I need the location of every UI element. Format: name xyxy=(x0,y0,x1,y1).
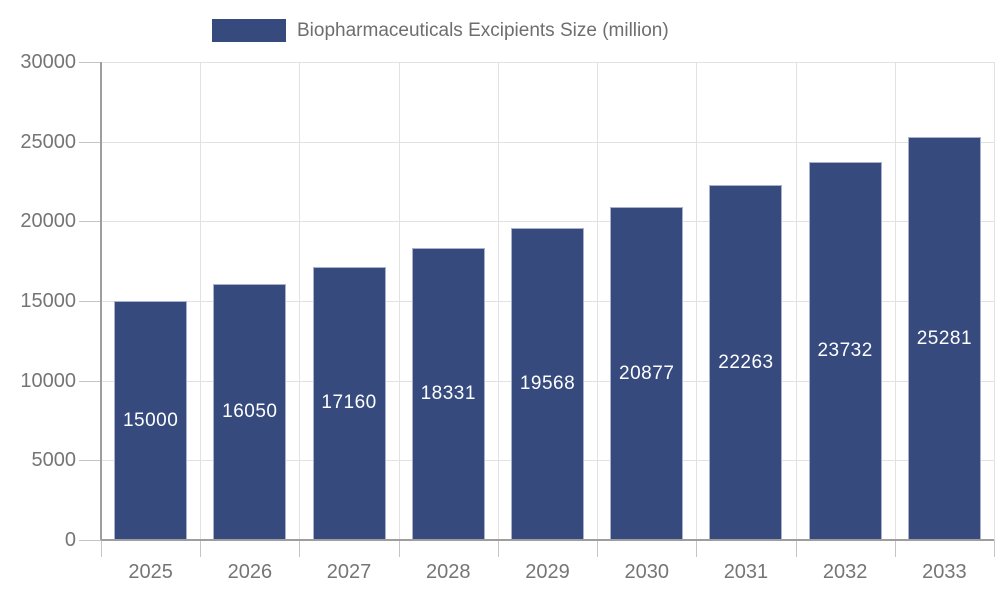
x-axis-label: 2030 xyxy=(624,561,669,583)
bar-value-label: 15000 xyxy=(122,409,179,431)
bar-2029[interactable]: 19568 xyxy=(511,228,584,540)
y-axis-label: 10000 xyxy=(20,369,76,392)
y-axis-label: 15000 xyxy=(20,290,76,312)
legend-swatch xyxy=(212,19,286,42)
y-axis-label: 30000 xyxy=(20,51,76,73)
y-tick xyxy=(79,540,101,541)
x-axis-label: 2033 xyxy=(922,561,967,583)
v-gridline xyxy=(696,62,698,540)
legend-label: Biopharmaceuticals Excipients Size (mill… xyxy=(297,19,669,41)
bar-2028[interactable]: 18331 xyxy=(411,247,485,540)
y-tick xyxy=(79,380,101,382)
v-gridline xyxy=(398,62,400,540)
bar-2025[interactable]: 15000 xyxy=(114,301,188,540)
x-tick xyxy=(299,540,301,557)
x-axis-label: 2028 xyxy=(426,561,471,583)
y-axis-label: 0 xyxy=(64,529,76,551)
x-tick xyxy=(398,540,400,557)
x-axis-label: 2025 xyxy=(128,561,173,583)
bar-value-label: 17160 xyxy=(321,392,377,414)
x-tick xyxy=(696,540,698,557)
h-gridline xyxy=(101,141,994,143)
v-gridline xyxy=(597,62,599,540)
bar-2033[interactable]: 25281 xyxy=(907,137,981,540)
v-gridline xyxy=(200,62,202,540)
y-axis-line xyxy=(100,62,102,540)
bar-value-label: 20877 xyxy=(619,362,675,384)
x-axis-label: 2027 xyxy=(326,561,372,583)
v-gridline xyxy=(497,62,499,540)
x-tick xyxy=(200,540,202,557)
x-tick xyxy=(597,540,599,557)
x-axis-label: 2026 xyxy=(227,561,273,583)
h-gridline xyxy=(101,221,994,223)
bar-2026[interactable]: 16050 xyxy=(213,284,287,540)
h-gridline xyxy=(101,62,994,63)
bar-value-label: 25281 xyxy=(916,327,973,349)
bar-2032[interactable]: 23732 xyxy=(808,161,882,540)
x-tick xyxy=(994,540,995,557)
x-axis-label: 2031 xyxy=(723,561,769,583)
y-axis-label: 25000 xyxy=(20,130,76,153)
x-axis-line xyxy=(101,539,994,541)
v-gridline xyxy=(994,62,995,540)
y-tick xyxy=(79,62,101,63)
y-tick xyxy=(79,221,101,223)
bar-value-label: 22263 xyxy=(718,351,774,373)
bar-value-label: 19568 xyxy=(519,373,576,395)
x-axis-label: 2029 xyxy=(525,561,570,583)
y-axis-label: 5000 xyxy=(31,449,77,472)
bar-2030[interactable]: 20877 xyxy=(610,207,684,540)
bar-value-label: 18331 xyxy=(420,382,476,404)
y-tick xyxy=(79,460,101,462)
x-tick xyxy=(101,540,102,557)
bar-2027[interactable]: 17160 xyxy=(312,266,386,540)
x-tick xyxy=(497,540,499,557)
y-tick xyxy=(79,141,101,143)
v-gridline xyxy=(894,62,896,540)
bar-value-label: 16050 xyxy=(222,401,278,423)
legend-item[interactable]: Biopharmaceuticals Excipients Size (mill… xyxy=(212,19,669,42)
x-axis-label: 2032 xyxy=(822,561,868,583)
v-gridline xyxy=(795,62,797,540)
y-tick xyxy=(79,301,101,302)
x-tick xyxy=(894,540,896,557)
bar-2031[interactable]: 22263 xyxy=(709,185,783,540)
v-gridline xyxy=(299,62,301,540)
bar-value-label: 23732 xyxy=(817,339,873,361)
y-axis-label: 20000 xyxy=(20,210,76,233)
x-tick xyxy=(795,540,797,557)
